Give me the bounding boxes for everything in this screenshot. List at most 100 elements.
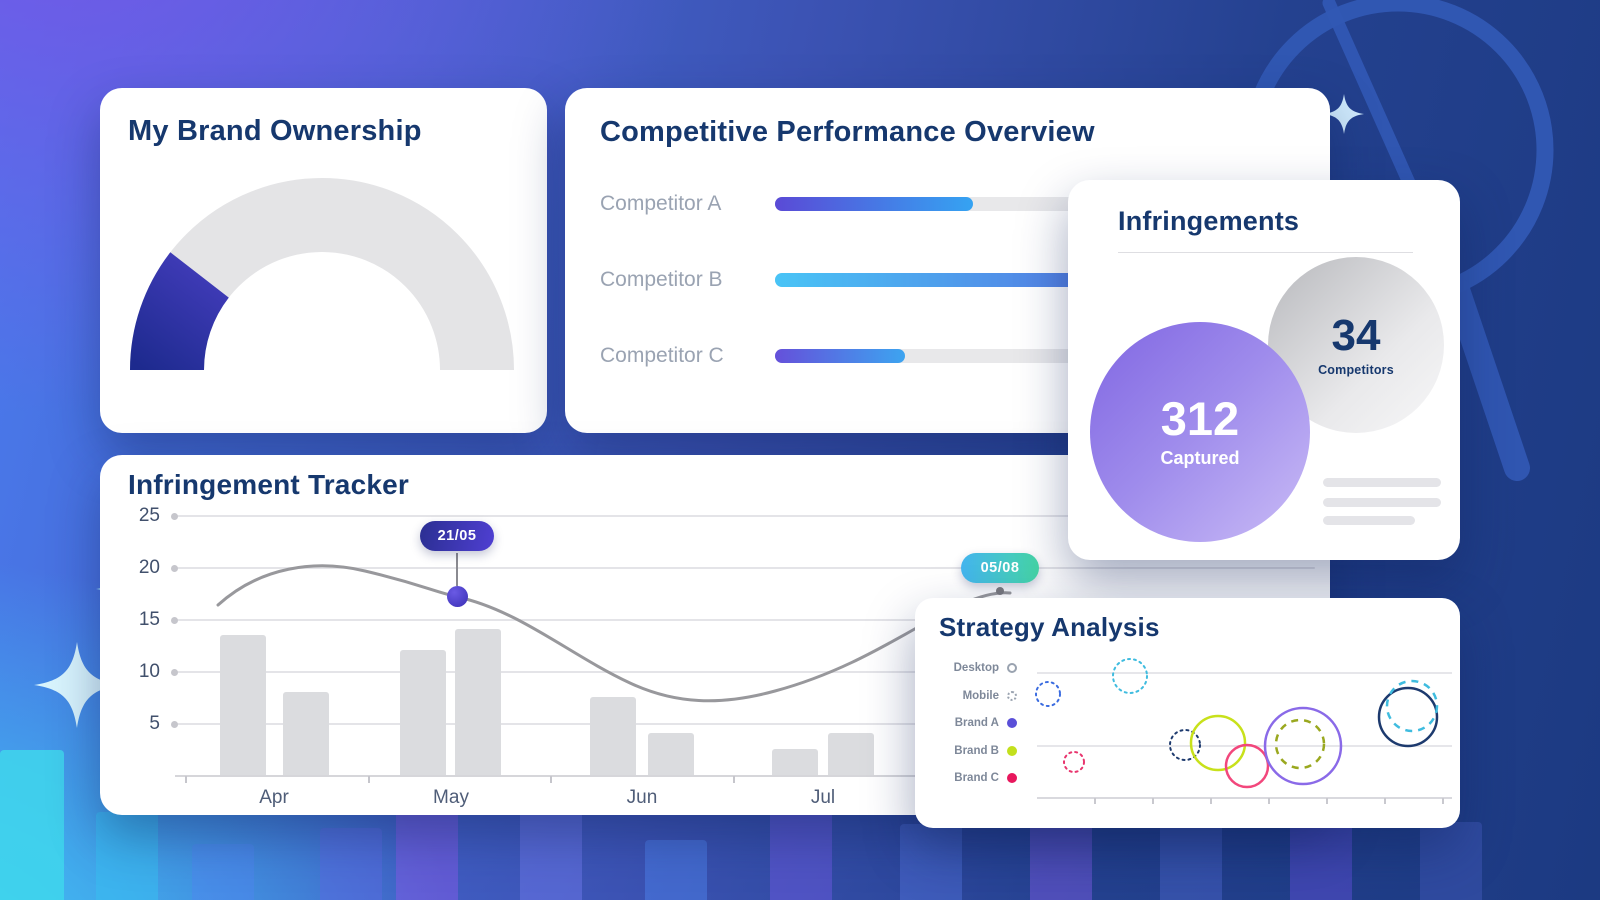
tracker-y-label: 5 [149,713,160,734]
tracker-month-label: Apr [259,787,289,808]
background-bar [645,840,707,900]
legend-label: Brand C [954,772,999,784]
dotted-circle-icon [1007,690,1017,701]
tracker-bar [772,749,818,775]
background-bar [192,844,254,900]
competitor-label: Competitor C [600,344,724,367]
outline-circle-icon [1007,663,1017,673]
tracker-gridline-dot [171,616,178,624]
background-bar [900,824,962,900]
strategy-bubble [1169,729,1201,761]
tracker-x-tick [367,776,370,783]
captured-label: Captured [1160,448,1240,468]
sparkle-icon [34,642,120,728]
gauge-fill [130,178,514,371]
brand-ownership-card: My Brand Ownership [100,88,547,433]
tracker-y-label: 20 [138,557,160,578]
brand-dot-icon [1007,718,1017,728]
tracker-month-label: Jul [810,787,836,808]
strategy-bubble [1385,679,1439,733]
tracker-month-label: May [433,787,469,808]
competitor-label: Competitor B [600,268,723,291]
infringements-card: Infringements 34 Competitors 312 Capture… [1068,180,1460,560]
strategy-bubble [1263,706,1343,786]
tracker-bar [400,650,446,775]
brand-dot-icon [1007,745,1017,756]
divider [1118,252,1413,253]
tracker-bar [455,629,501,775]
legend-item[interactable]: Desktop [933,660,1017,676]
legend-item[interactable]: Brand C [933,770,1017,786]
strategy-bubble [1189,714,1247,772]
legend-label: Desktop [953,662,999,674]
tracker-gridline-dot [171,564,178,572]
strategy-bubble [1224,743,1270,789]
competitive-performance-title: Competitive Performance Overview [600,116,1095,148]
legend-label: Mobile [962,689,999,702]
tracker-x-tick [732,776,735,783]
competitors-count: 34 [1331,310,1381,360]
captured-count: 312 [1160,392,1240,445]
infringement-tracker-title: Infringement Tracker [128,469,409,500]
strategy-bubbles [1035,658,1439,789]
trend-curve-path [216,564,1012,703]
tracker-chart: 21/05 05/08 25 20 15 10 5 Apr May Jun Jul [100,455,1330,815]
tracker-x-tick [550,776,552,783]
strategy-bubble [1112,658,1148,694]
strategy-bubble [1274,718,1326,770]
brand-dot-icon [1007,773,1017,783]
legend-item[interactable]: Mobile [933,688,1017,704]
tracker-gridline [175,515,1315,517]
marker-date-label: 21/05 [437,528,477,544]
competitor-bar-fill [775,197,973,211]
strategy-bubble [1035,681,1061,707]
background-bar [1420,822,1482,900]
marker-date-pill[interactable]: 05/08 [961,553,1039,583]
tracker-y-label: 10 [138,661,160,682]
tracker-bar [590,697,636,775]
tracker-gridline-dot [171,668,178,676]
marker-date-label: 05/08 [980,560,1020,576]
strategy-legend: Desktop Mobile Brand A Brand B Brand C [933,660,1017,798]
strategy-bubble [1377,686,1439,748]
marker-stem [456,553,458,586]
competitors-label: Competitors [1318,362,1394,377]
background-bar [96,812,158,900]
skeleton-line [1323,498,1441,507]
legend-item[interactable]: Brand B [933,743,1017,759]
tracker-gridline-dot [171,512,178,520]
tracker-bar [828,733,874,775]
background-bar [520,808,582,900]
tracker-gridline-dot [171,720,178,728]
marker-dot[interactable] [447,586,468,607]
tracker-x-tick [185,776,187,783]
marker-date-pill[interactable]: 21/05 [420,521,494,551]
tracker-x-axis [175,775,1315,777]
tracker-y-label: 25 [138,505,160,526]
tracker-gridline [175,723,1315,725]
brand-ownership-title: My Brand Ownership [128,115,422,147]
sparkle-icon [1324,94,1364,134]
legend-item[interactable]: Brand A [933,715,1017,731]
skeleton-line [1323,516,1415,525]
strategy-chart [1035,658,1452,804]
strategy-analysis-card: Strategy Analysis Desktop Mobile Brand A Br… [915,598,1460,828]
competitor-bar-fill [775,349,905,363]
strategy-analysis-title: Strategy Analysis [939,612,1160,642]
tracker-month-label: Jun [626,787,658,808]
strategy-bubble [1063,751,1085,773]
gauge-chart [130,178,514,371]
tracker-gridline [175,567,1315,569]
tracker-y-label: 15 [138,609,160,630]
legend-label: Brand A [954,717,999,729]
marker-dot-small [996,587,1004,595]
background-bar [0,750,64,900]
infringements-title: Infringements [1118,206,1300,236]
tracker-bar [648,733,694,775]
tracker-bar [220,634,266,775]
captured-circle: 312 Captured [1090,322,1310,542]
tracker-bar [283,691,329,775]
legend-label: Brand B [954,744,999,757]
background-bar [320,828,382,900]
